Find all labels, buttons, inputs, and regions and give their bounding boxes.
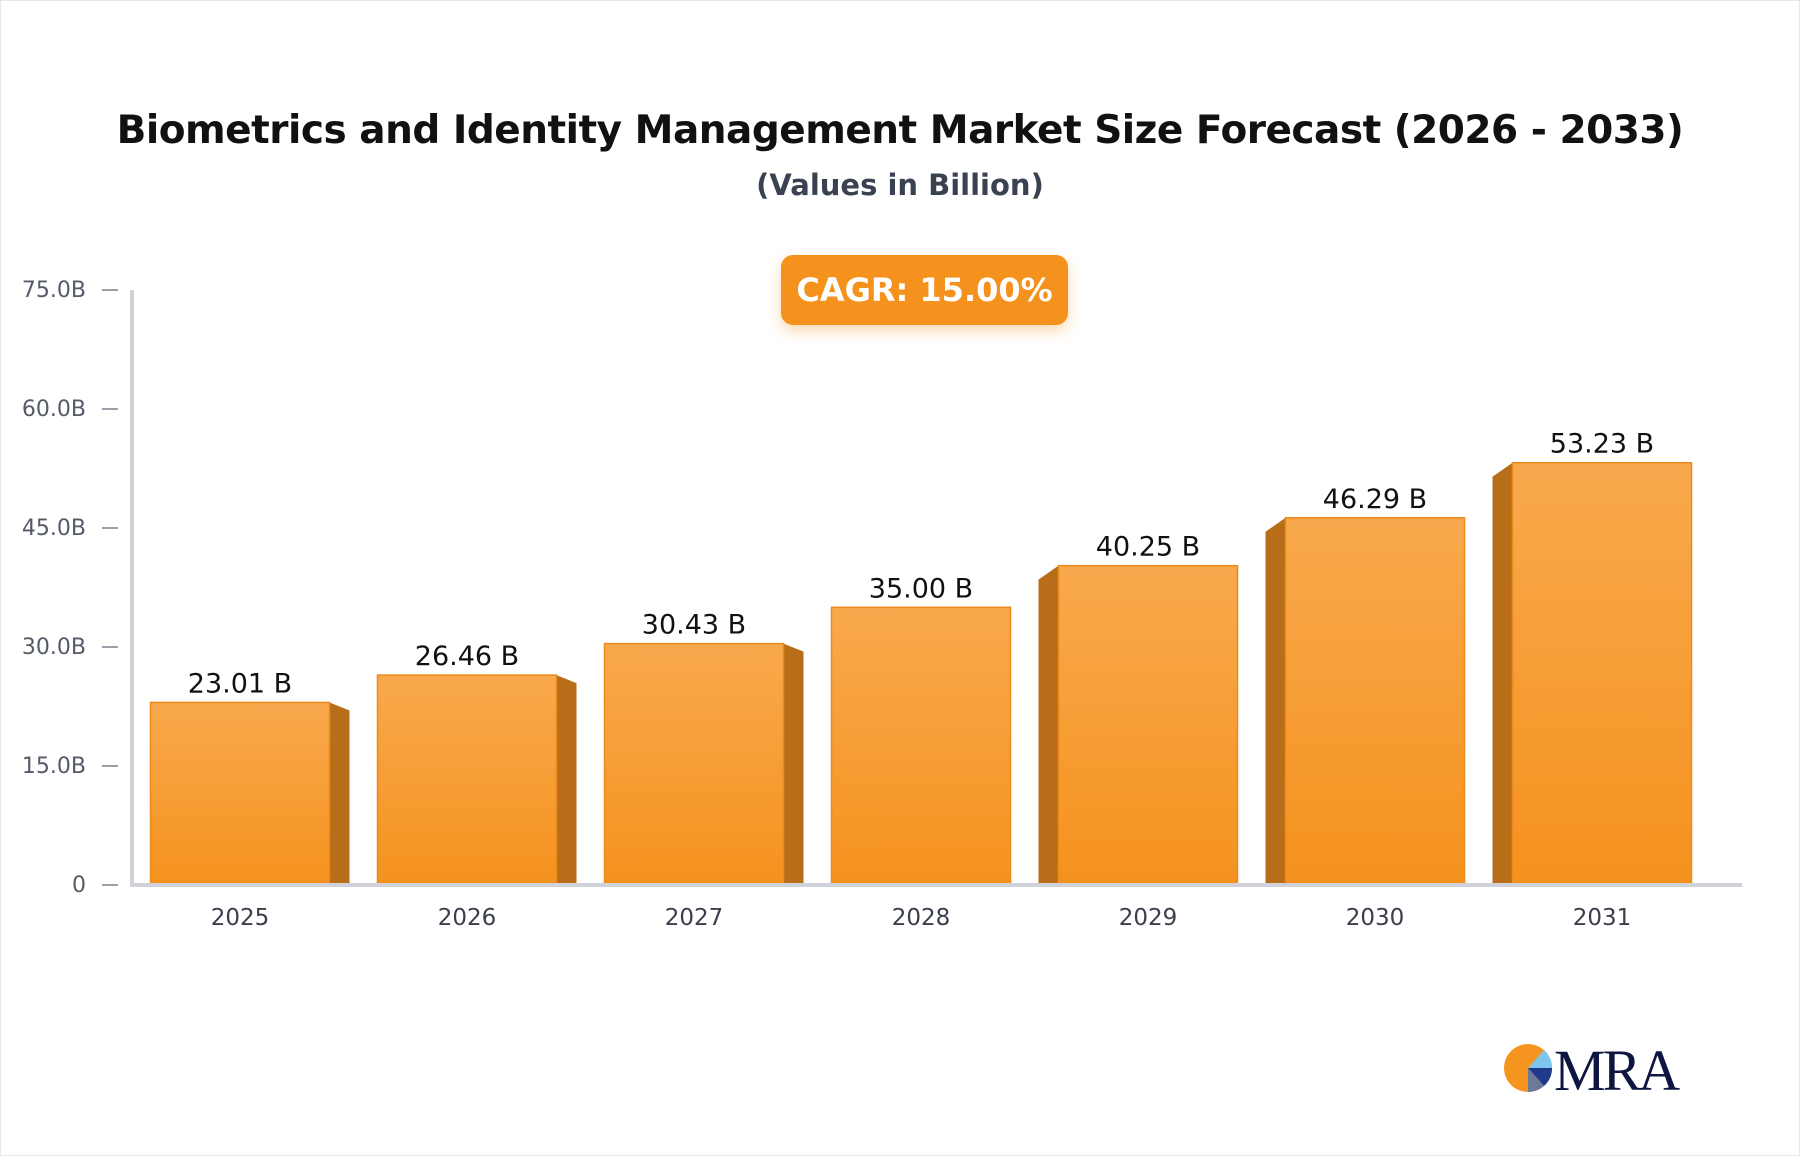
bar-side: [556, 675, 577, 885]
data-label: 30.43 B: [642, 610, 746, 641]
x-tick-label: 2027: [665, 905, 724, 931]
bar: [1284, 517, 1466, 886]
data-label: 26.46 B: [415, 641, 519, 672]
y-tick-label: 45.0B: [22, 516, 86, 541]
bar: [603, 642, 785, 886]
x-tick-label: 2030: [1346, 905, 1405, 931]
bar-2029: 40.25 B: [1038, 532, 1239, 886]
bar-2025: 23.01 B: [149, 668, 350, 886]
bar: [376, 674, 558, 886]
chart-subtitle: (Values in Billion): [756, 168, 1044, 202]
x-tick-label: 2026: [438, 905, 497, 931]
bar: [830, 606, 1012, 886]
logo-text: MRA: [1554, 1040, 1680, 1100]
bar-2027: 30.43 B: [603, 610, 804, 886]
data-label: 46.29 B: [1323, 484, 1427, 515]
bar: [1511, 461, 1693, 886]
bar-side: [783, 643, 804, 885]
bar-side: [1265, 517, 1286, 885]
data-label: 53.23 B: [1550, 429, 1654, 460]
y-tick-label: 60.0B: [22, 397, 86, 422]
bar-side: [1038, 565, 1059, 885]
data-label: 40.25 B: [1096, 532, 1200, 563]
x-tick-label: 2028: [892, 905, 951, 931]
y-tick-label: 75.0B: [22, 278, 86, 303]
data-label: 35.00 B: [869, 573, 973, 604]
bar-2030: 46.29 B: [1265, 484, 1466, 886]
bar: [1057, 564, 1239, 886]
x-tick-label: 2029: [1119, 905, 1178, 931]
bar-side: [329, 702, 350, 885]
y-tick-label: 30.0B: [22, 635, 86, 660]
mra-logo: MRA: [1504, 1040, 1683, 1100]
y-tick-label: 15.0B: [22, 754, 86, 779]
bar: [149, 701, 331, 886]
data-label: 23.01 B: [188, 668, 292, 699]
x-tick-label: 2031: [1573, 905, 1632, 931]
y-tick-label: 0: [72, 873, 86, 898]
bar-2026: 26.46 B: [376, 641, 577, 886]
x-tick-label: 2025: [211, 905, 270, 931]
bar-side: [1492, 462, 1513, 885]
bar-2028: 35.00 B: [830, 573, 1012, 886]
cagr-badge: CAGR: 15.00%: [781, 255, 1068, 325]
bar-2031: 53.23 B: [1492, 429, 1693, 886]
chart-title: Biometrics and Identity Management Marke…: [116, 108, 1684, 153]
